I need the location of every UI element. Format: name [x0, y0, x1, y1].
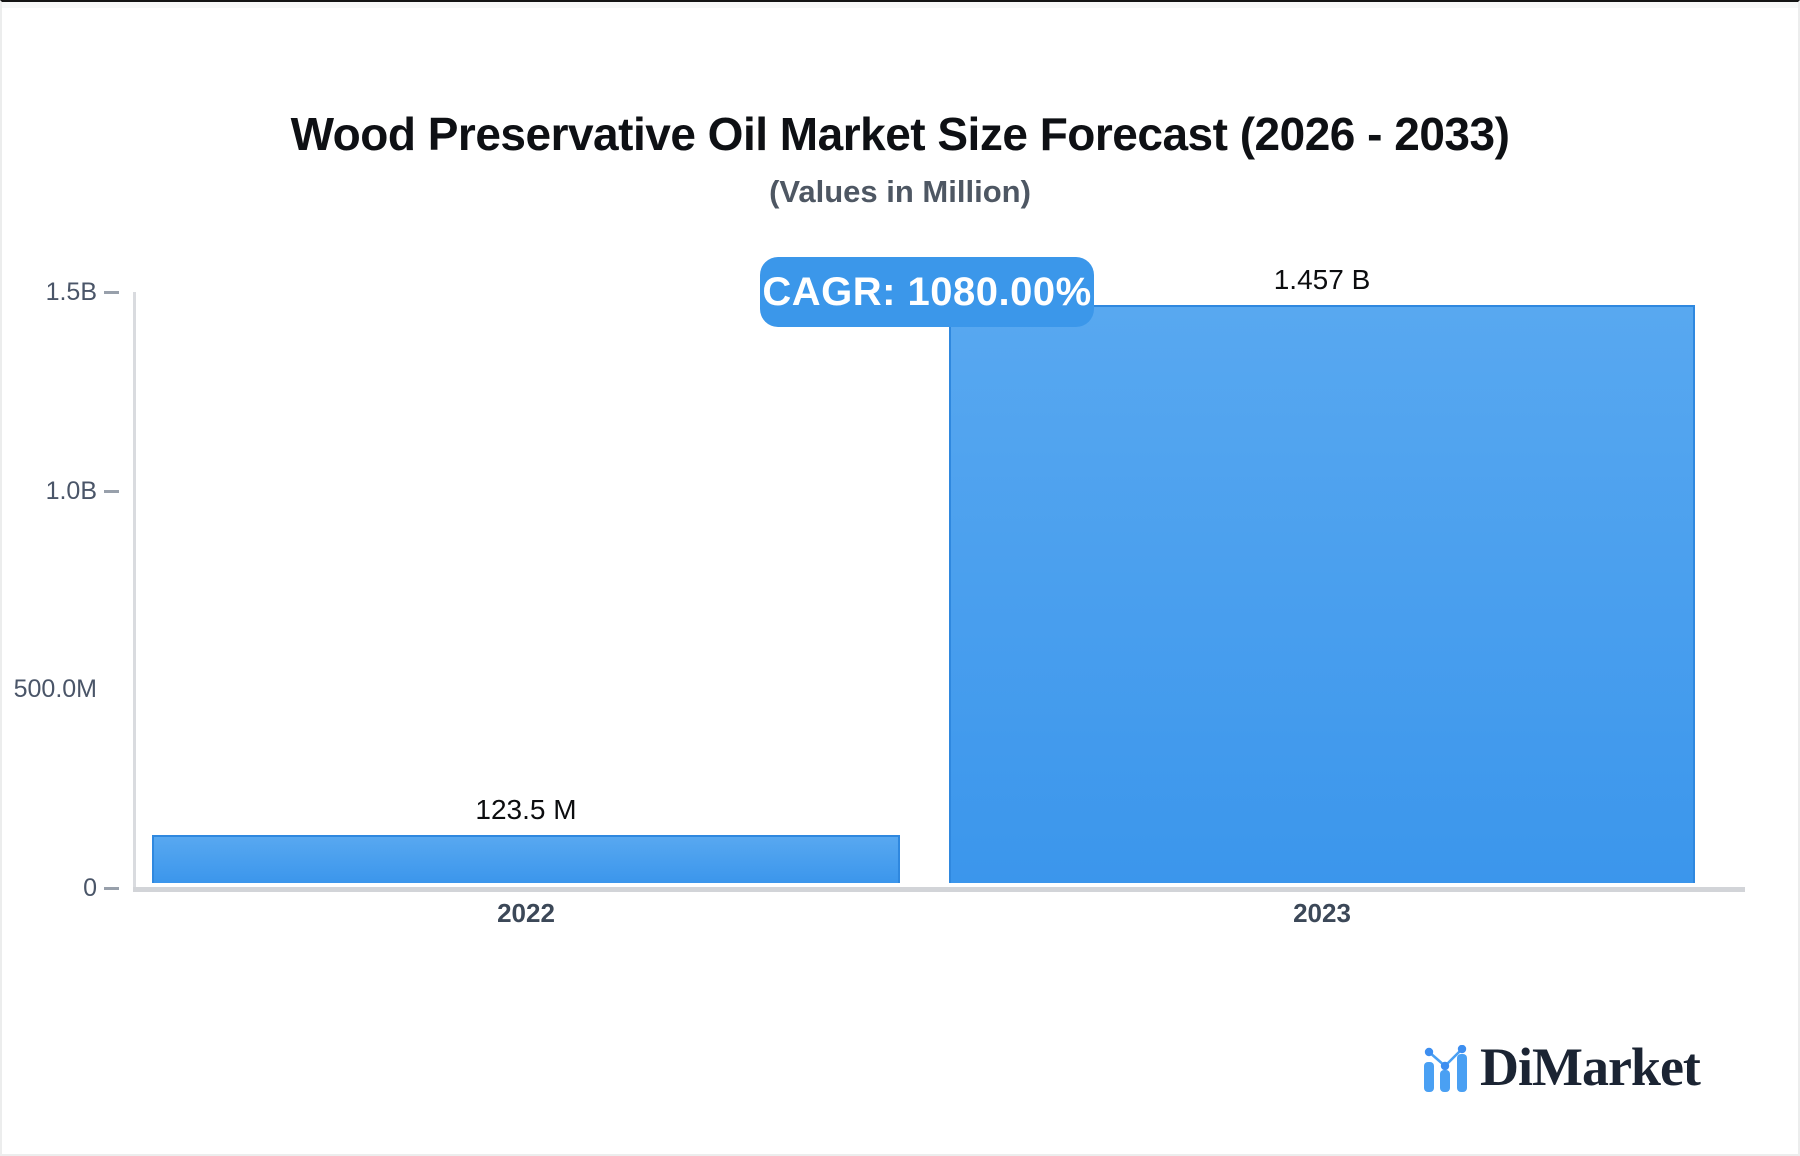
y-tick-label: 0 — [83, 874, 97, 902]
logo-chart-icon — [1424, 1045, 1467, 1092]
y-tick-label: 1.5B — [45, 278, 97, 306]
y-tick-mark — [104, 490, 119, 493]
bar-2023-fill — [949, 305, 1695, 883]
y-tick-mark — [104, 887, 119, 890]
y-tick-label: 1.0B — [45, 477, 97, 505]
x-axis-label: 2023 — [1293, 898, 1351, 928]
chart-subtitle: (Values in Million) — [769, 174, 1031, 209]
y-axis-line — [133, 292, 136, 889]
bar-value-label: 1.457 B — [1273, 264, 1371, 295]
chart-title: Wood Preservative Oil Market Size Foreca… — [290, 108, 1510, 160]
cagr-badge: CAGR: 1080.00% — [760, 257, 1094, 327]
y-tick-mark — [104, 291, 119, 294]
bar-2022: 123.5 M 2022 — [152, 794, 900, 928]
logo-text: DiMarket — [1480, 1037, 1701, 1097]
y-tick-label: 500.0M — [13, 675, 97, 703]
x-axis-line — [133, 887, 1745, 892]
bar-2022-fill — [152, 835, 900, 883]
x-axis-label: 2022 — [497, 898, 555, 928]
bar-value-label: 123.5 M — [475, 794, 577, 825]
bar-2023: 1.457 B 2023 — [949, 264, 1695, 928]
logo: DiMarket — [1423, 1037, 1701, 1097]
